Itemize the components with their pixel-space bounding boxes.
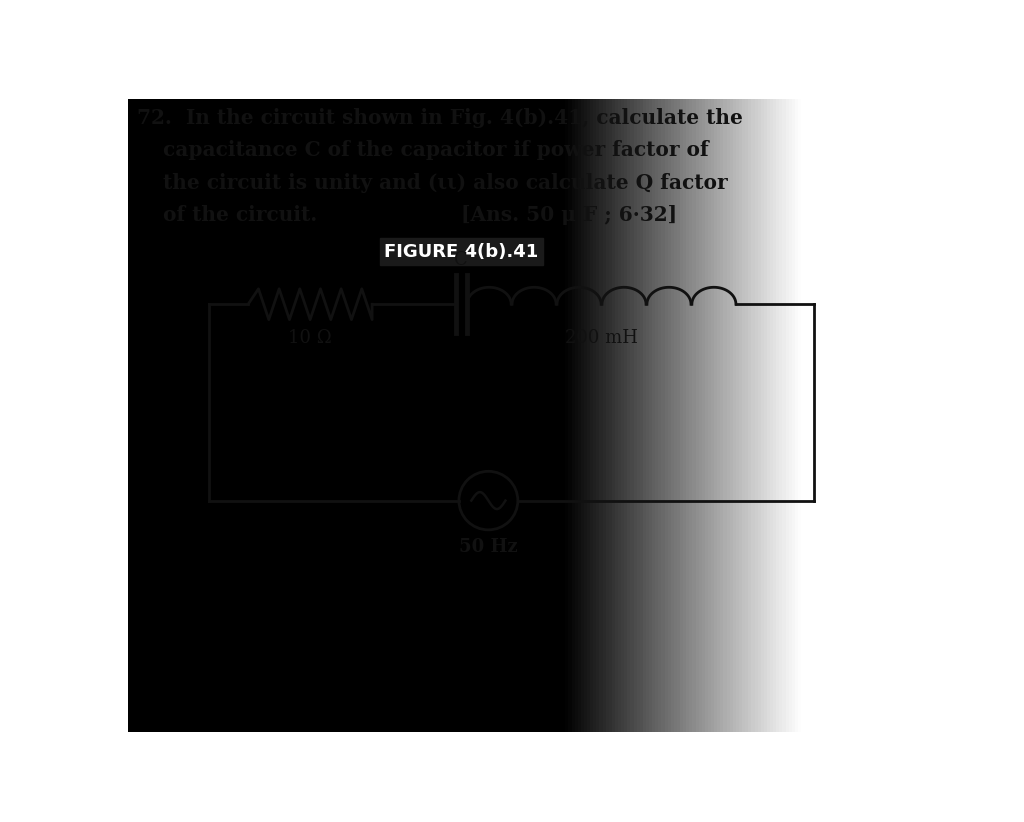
Text: 200 mH: 200 mH — [565, 329, 638, 347]
Text: 10 Ω: 10 Ω — [288, 329, 332, 347]
Text: 72.  In the circuit shown in Fig. 4(b).41, calculate the: 72. In the circuit shown in Fig. 4(b).41… — [137, 108, 743, 128]
Text: 50 Hz: 50 Hz — [459, 538, 518, 556]
Text: of the circuit.: of the circuit. — [163, 205, 317, 225]
Text: capacitance C of the capacitor if power factor of: capacitance C of the capacitor if power … — [163, 141, 709, 160]
Text: the circuit is unity and (ιι) also calculate Q factor: the circuit is unity and (ιι) also calcu… — [163, 173, 727, 192]
Text: C: C — [455, 251, 468, 269]
Text: FIGURE 4(b).41: FIGURE 4(b).41 — [384, 242, 539, 261]
Text: [Ans. 50 μ F ; 6·32]: [Ans. 50 μ F ; 6·32] — [461, 205, 677, 225]
